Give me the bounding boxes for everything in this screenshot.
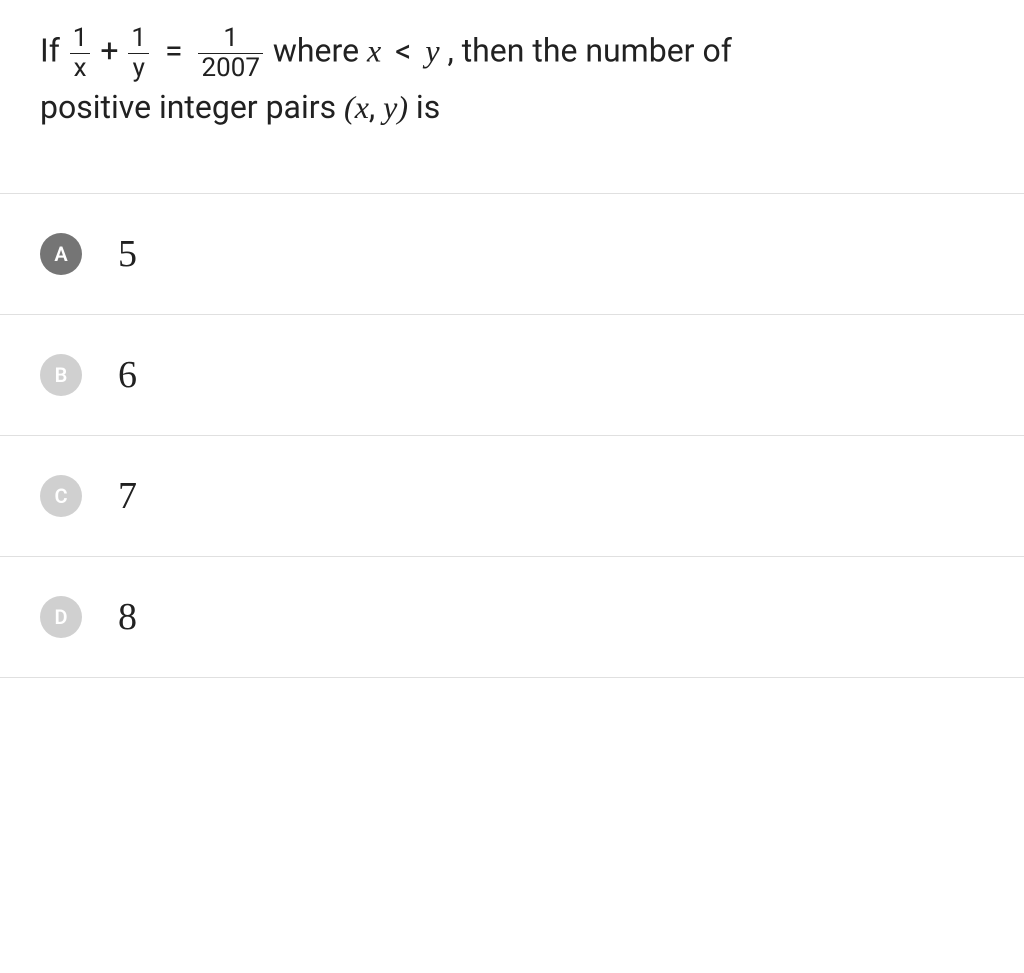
frac3-numerator: 1 [198, 24, 262, 53]
question-block: If 1 x + 1 y = 1 2007 where x < y , then… [0, 0, 1024, 183]
pair-y: y [383, 89, 397, 125]
var-y: y [425, 33, 439, 69]
option-text-b: 6 [118, 353, 137, 397]
frac1-denominator: x [70, 53, 91, 83]
pair-x: x [355, 89, 369, 125]
less-than-sign: < [395, 32, 411, 70]
plus-sign: + [100, 32, 126, 70]
equals-sign: = [165, 32, 183, 70]
option-letter-b: B [40, 354, 82, 396]
pair-open: ( [344, 89, 355, 125]
option-d[interactable]: D 8 [0, 556, 1024, 678]
question-text: If 1 x + 1 y = 1 2007 where x < y , then… [40, 24, 984, 133]
is-text: is [416, 88, 440, 126]
line2-prefix: positive integer pairs [40, 88, 344, 126]
frac2-denominator: y [128, 53, 149, 83]
option-letter-a: A [40, 233, 82, 275]
fraction-1-over-2007: 1 2007 [198, 24, 262, 82]
option-b[interactable]: B 6 [0, 314, 1024, 435]
option-text-c: 7 [118, 474, 137, 518]
then-text: , then the number of [447, 32, 731, 70]
question-prefix: If [40, 32, 68, 70]
fraction-1-over-y: 1 y [128, 24, 149, 82]
frac3-denominator: 2007 [198, 53, 262, 83]
option-letter-c: C [40, 475, 82, 517]
pair-comma: , [369, 88, 383, 126]
option-c[interactable]: C 7 [0, 435, 1024, 556]
where-text: where [273, 32, 367, 70]
options-container: A 5 B 6 C 7 D 8 [0, 193, 1024, 678]
option-text-a: 5 [118, 232, 137, 276]
pair-close: ) [397, 89, 408, 125]
option-text-d: 8 [118, 595, 137, 639]
option-letter-d: D [40, 596, 82, 638]
frac2-numerator: 1 [128, 24, 149, 53]
fraction-1-over-x: 1 x [70, 24, 91, 82]
option-a[interactable]: A 5 [0, 193, 1024, 314]
var-x: x [367, 33, 381, 69]
frac1-numerator: 1 [70, 24, 91, 53]
